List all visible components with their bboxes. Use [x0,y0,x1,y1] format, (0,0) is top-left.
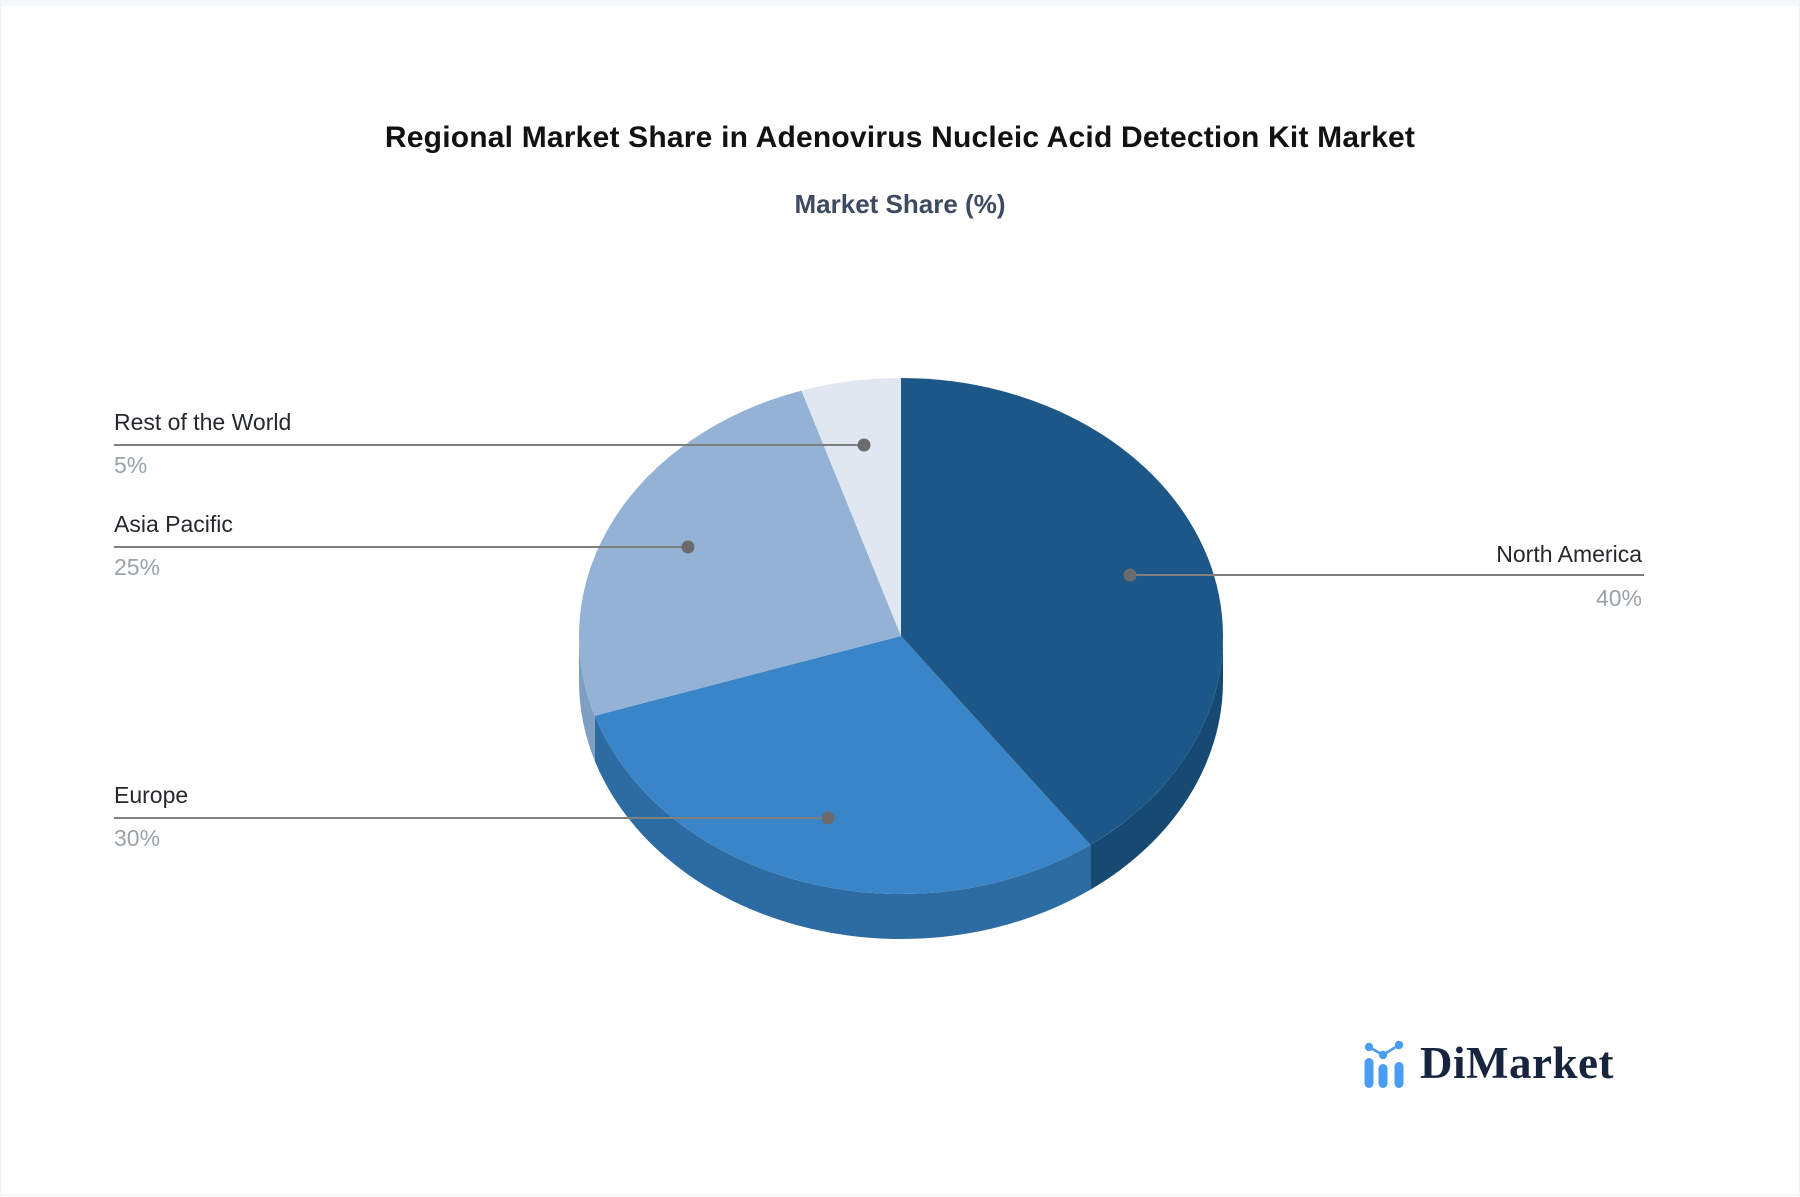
slice-value-text: 5% [114,452,148,478]
dimarket-logo: DiMarket [1361,1037,1614,1089]
pie-slice-europe[interactable] [594,636,1091,894]
pie-slice-rest-of-the-world[interactable] [801,378,901,636]
slice-value-text: 30% [114,825,161,851]
chart-subtitle: Market Share (%) [794,189,1006,219]
slice-label-north-america: North America 40% [1242,541,1642,611]
slice-label-europe: Europe 30% [114,782,189,851]
pie-slice-side-north-america [1090,636,1223,890]
chart-title: Regional Market Share in Adenovirus Nucl… [384,121,1416,154]
slice-label-asia-pacific: Asia Pacific 25% [114,511,233,580]
slice-label-text: Rest of the World [114,409,292,435]
slice-value-text: 40% [1595,585,1642,611]
pie-slice-side-europe [594,715,1091,939]
slice-label-rest-of-the-world: Rest of the World 5% [114,409,292,478]
pie-slice-side-asia-pacific [579,636,595,761]
slice-label-text: North America [1496,541,1642,567]
slice-label-text: Europe [114,782,189,808]
top-edge-divider [1,1,1799,6]
bar-sparkline-icon [1364,1040,1404,1088]
slice-value-text: 25% [114,554,161,580]
slice-label-text: Asia Pacific [114,511,233,537]
leader-dot-asia-pacific [681,540,695,554]
leader-dot-north-america [1123,568,1137,582]
logo-text: DiMarket [1420,1038,1614,1088]
pie-slice-asia-pacific[interactable] [579,390,901,716]
leader-dot-europe [821,811,835,825]
leader-dot-rest-of-the-world [857,438,871,452]
pie-slice-north-america[interactable] [901,378,1223,845]
